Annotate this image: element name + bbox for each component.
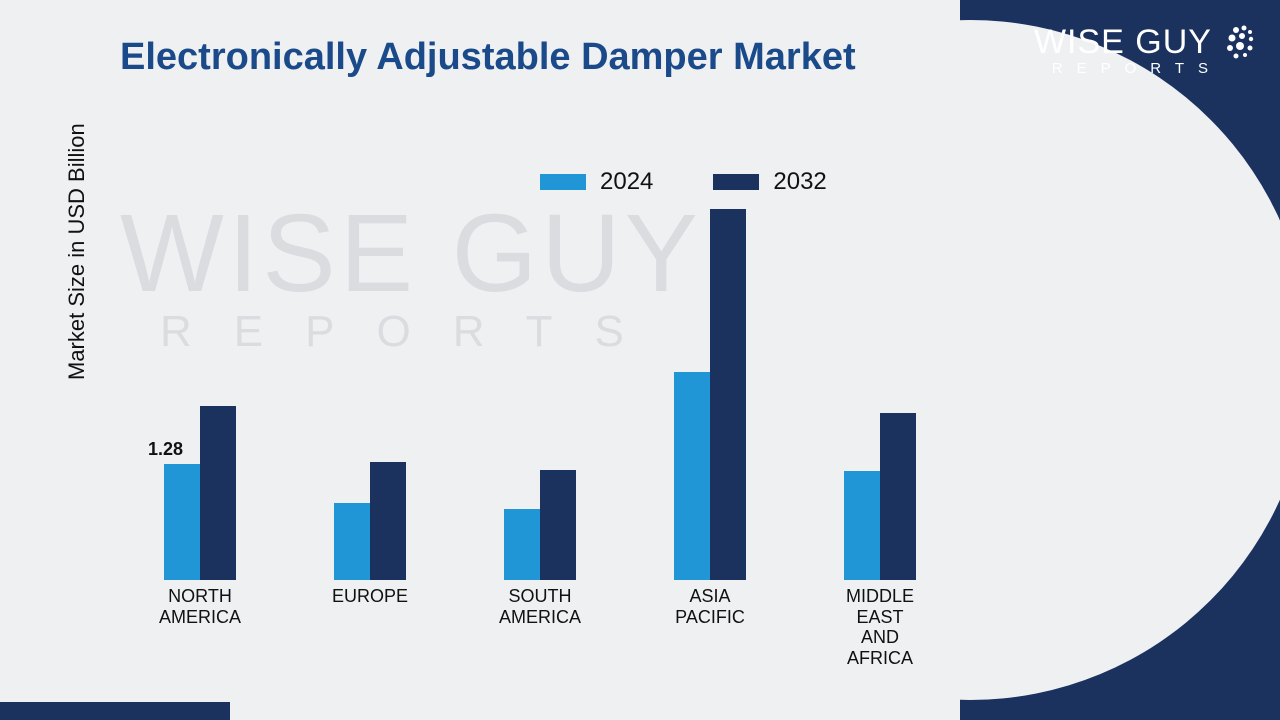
legend-swatch-2032	[713, 174, 759, 190]
bar-pair	[140, 200, 260, 580]
bar	[200, 406, 236, 580]
bar-pair	[480, 200, 600, 580]
category-label: SOUTHAMERICA	[460, 586, 620, 627]
bar-group: ASIAPACIFIC	[650, 200, 770, 580]
chart-title: Electronically Adjustable Damper Market	[120, 36, 856, 80]
bar-pair	[310, 200, 430, 580]
bar	[674, 372, 710, 580]
bar	[504, 509, 540, 580]
bar-group: EUROPE	[310, 200, 430, 580]
head-dots-icon	[1218, 22, 1258, 62]
bar	[880, 413, 916, 580]
brand-sub-text: REPORTS	[1034, 60, 1258, 77]
bar-pair	[650, 200, 770, 580]
bar	[370, 462, 406, 580]
bottom-accent-bar	[0, 702, 230, 720]
bar-pair	[820, 200, 940, 580]
plot-area: 1.28NORTHAMERICA EUROPE SOUTHAMERICA ASIAPA…	[110, 200, 970, 580]
category-label: ASIAPACIFIC	[630, 586, 790, 627]
legend-swatch-2024	[540, 174, 586, 190]
brand-main-text: WISE GUY	[1034, 23, 1212, 62]
bar-group: MIDDLEEASTANDAFRICA	[820, 200, 940, 580]
bar	[334, 503, 370, 580]
category-label: EUROPE	[290, 586, 450, 607]
bar	[710, 209, 746, 580]
bar	[844, 471, 880, 580]
legend: 2024 2032	[540, 168, 827, 196]
chart-canvas: WISE GUY REPORTS WISE GUY REPORTS Electr…	[0, 0, 1280, 720]
bar-group: 1.28NORTHAMERICA	[140, 200, 260, 580]
legend-label-2024: 2024	[600, 168, 653, 196]
bar-chart: 1.28NORTHAMERICA EUROPE SOUTHAMERICA ASIAPA…	[110, 200, 970, 580]
legend-item-2024: 2024	[540, 168, 653, 196]
legend-item-2032: 2032	[713, 168, 826, 196]
legend-label-2032: 2032	[773, 168, 826, 196]
category-label: MIDDLEEASTANDAFRICA	[800, 586, 960, 669]
bar	[540, 470, 576, 580]
category-label: NORTHAMERICA	[120, 586, 280, 627]
bar-group: SOUTHAMERICA	[480, 200, 600, 580]
bar	[164, 464, 200, 580]
y-axis-label: Market Size in USD Billion	[64, 123, 90, 380]
brand-logo: WISE GUY REPORTS	[1034, 22, 1258, 77]
